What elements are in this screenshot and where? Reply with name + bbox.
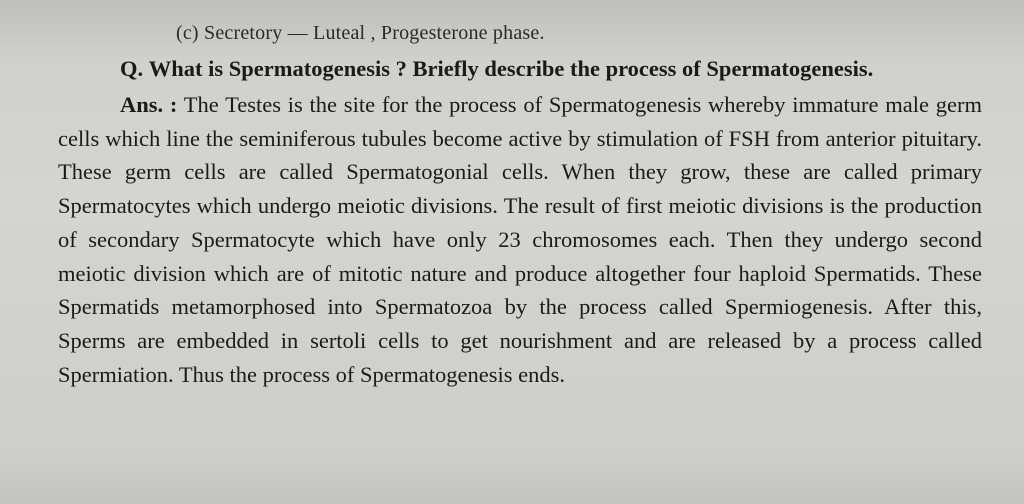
- partial-previous-line: (c) Secretory — Luteal , Progesterone ph…: [58, 18, 982, 48]
- answer-paragraph: Ans. : The Testes is the site for the pr…: [58, 88, 982, 392]
- question-label: Q.: [120, 56, 143, 81]
- question-text-line2: Spermatogenesis.: [706, 56, 873, 81]
- question-text-line1: What is Spermatogenesis ? Briefly descri…: [149, 56, 701, 81]
- answer-body: The Testes is the site for the process o…: [58, 92, 982, 387]
- page-content: (c) Secretory — Luteal , Progesterone ph…: [58, 18, 982, 392]
- question-paragraph: Q. What is Spermatogenesis ? Briefly des…: [58, 52, 982, 86]
- answer-label: Ans. :: [120, 92, 177, 117]
